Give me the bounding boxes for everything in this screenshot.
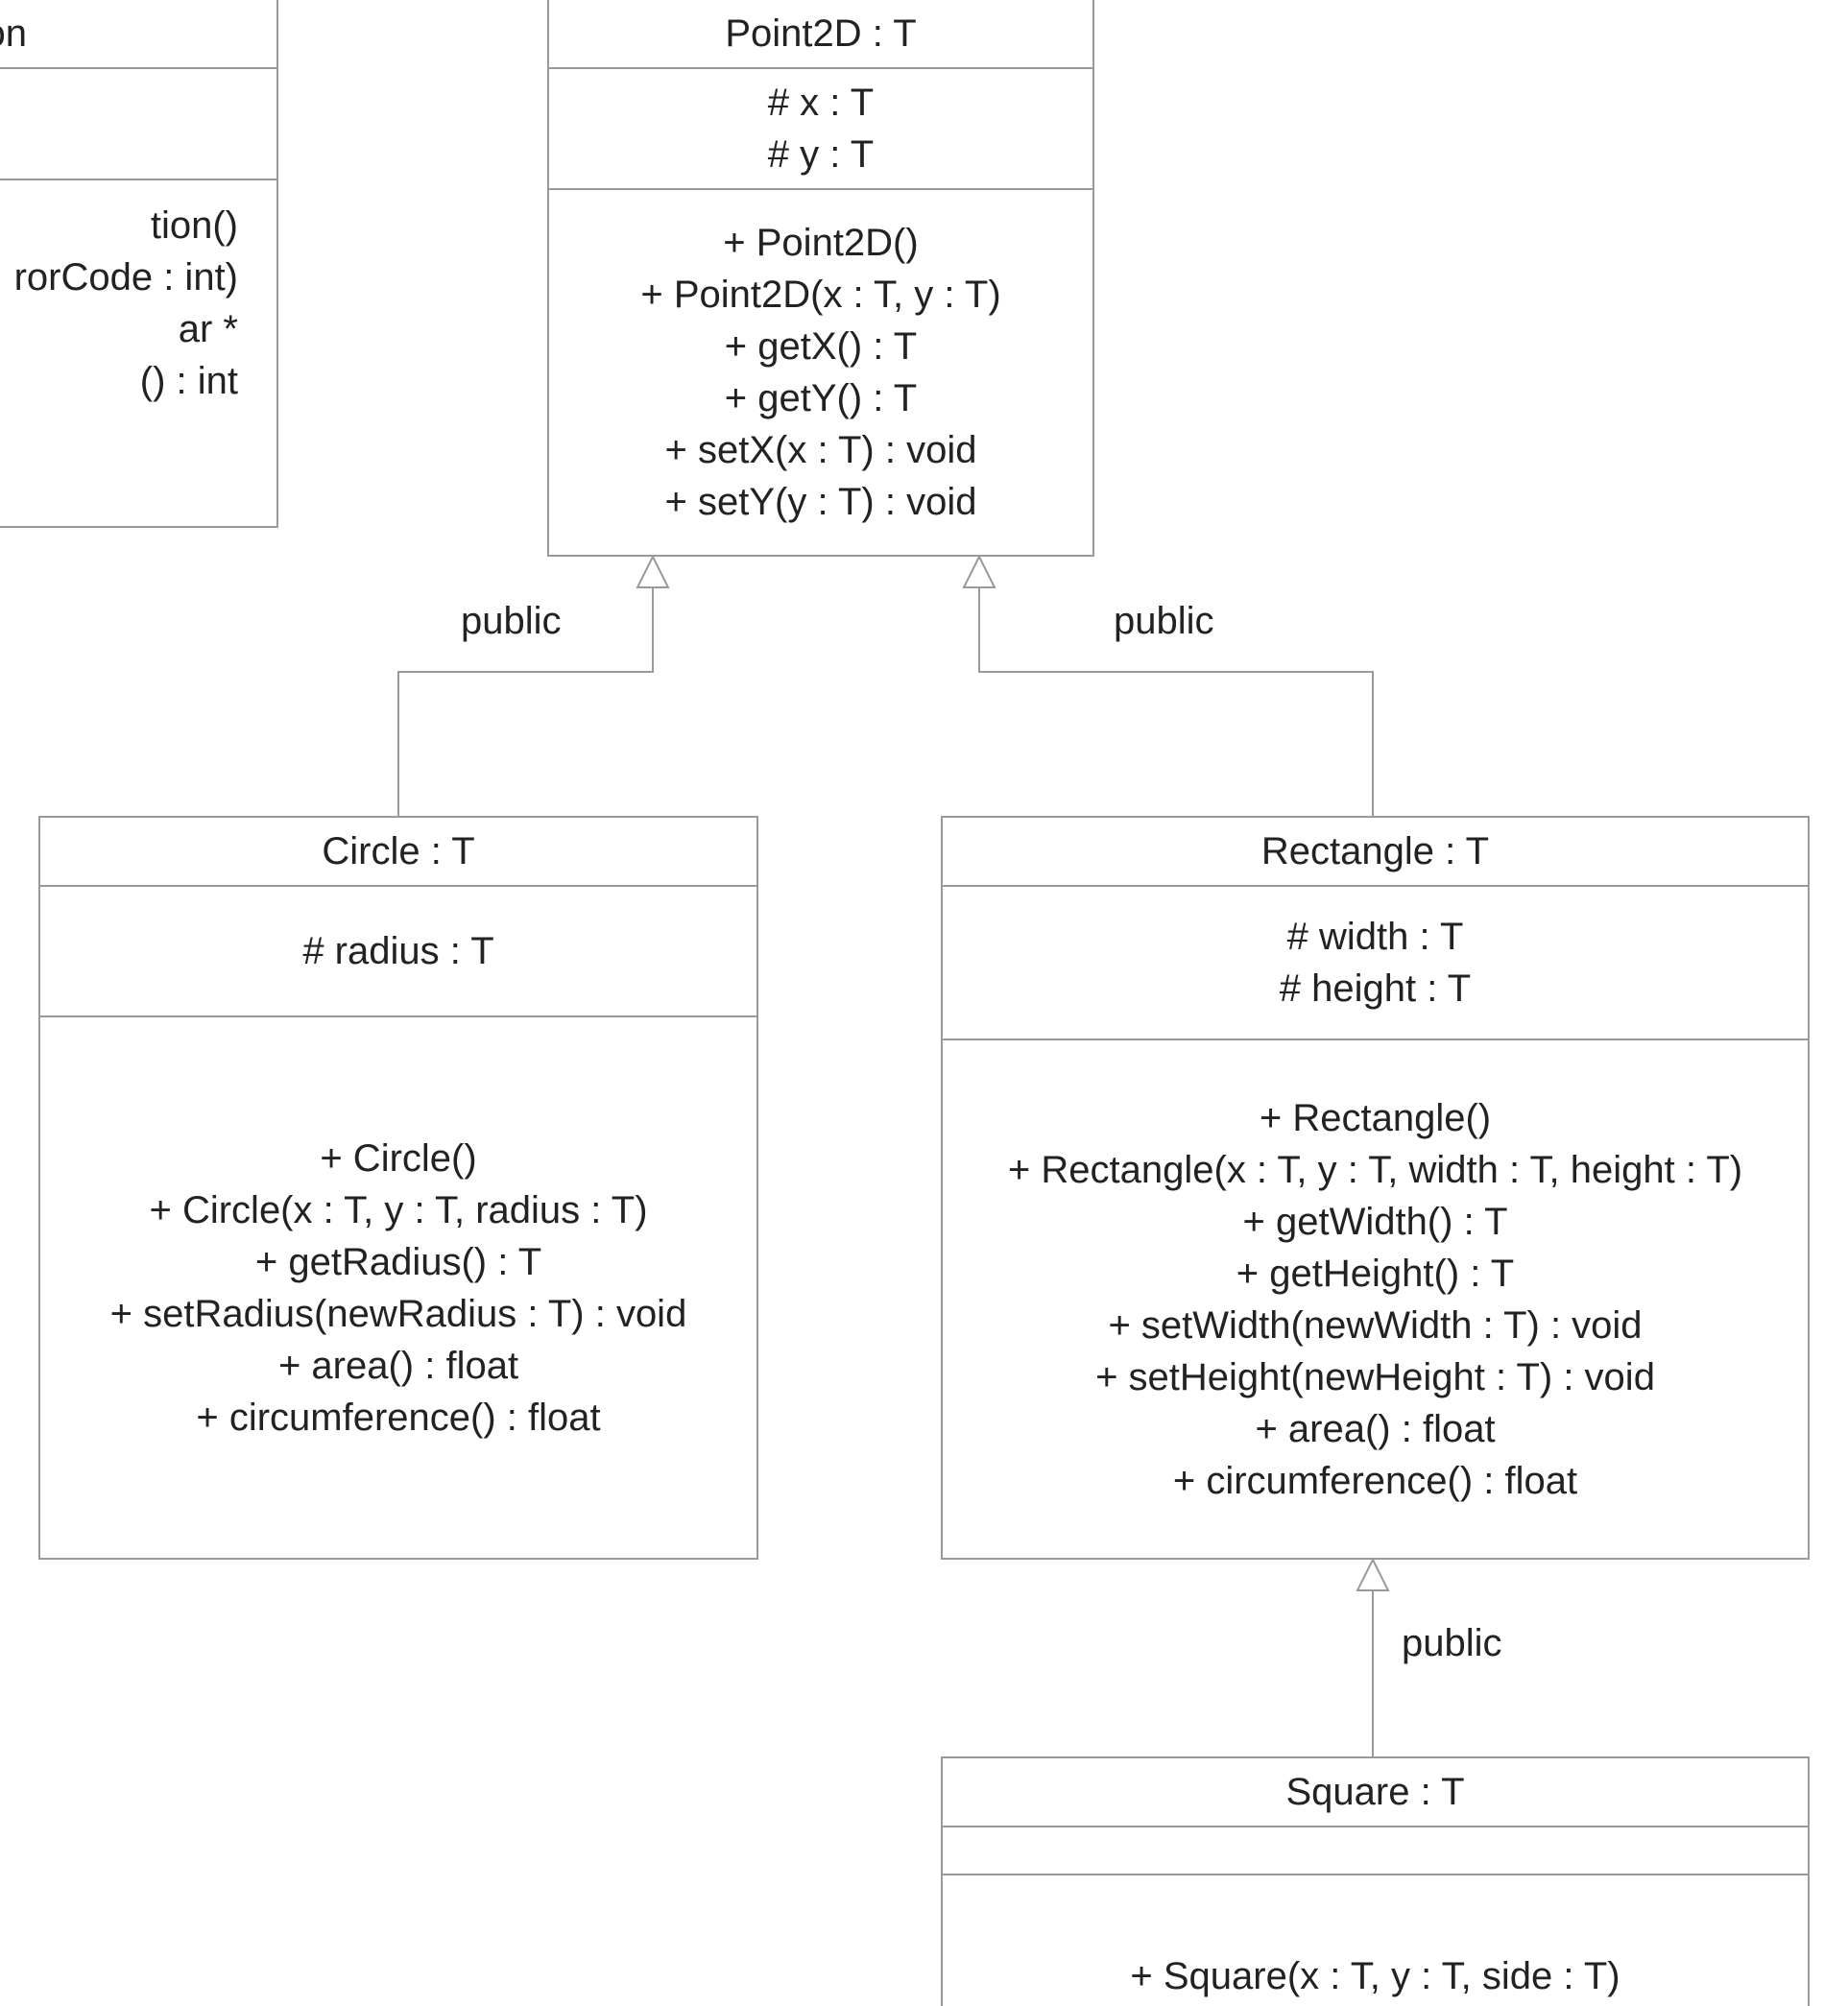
method-text: + Point2D() <box>561 217 1081 269</box>
method-text: + setY(y : T) : void <box>561 476 1081 528</box>
method-text: + circumference() : float <box>52 1392 745 1444</box>
method-text: + getHeight() : T <box>954 1248 1796 1300</box>
method-text: + circumference() : float <box>954 1455 1796 1507</box>
method-text: + getWidth() : T <box>954 1196 1796 1248</box>
class-square-methods: + Square(x : T, y : T, side : T) <box>943 1874 1808 2006</box>
method-text: + Point2D(x : T, y : T) <box>561 269 1081 321</box>
method-text: + getX() : T <box>561 321 1081 372</box>
class-square: Square : T + Square(x : T, y : T, side :… <box>941 1756 1810 2006</box>
method-text: rorCode : int) <box>0 251 238 303</box>
class-exception-methods: tion() rorCode : int) ar * () : int <box>0 179 276 526</box>
arrowhead-circle-point2d <box>637 557 668 587</box>
attr-text: # y : T <box>561 129 1081 180</box>
class-circle-name: Circle : T <box>40 818 756 885</box>
attr-text: # height : T <box>954 963 1796 1015</box>
class-square-name: Square : T <box>943 1758 1808 1826</box>
method-text: + setX(x : T) : void <box>561 424 1081 476</box>
class-point2d-attrs: # x : T # y : T <box>549 67 1092 188</box>
class-point2d: Point2D : T # x : T # y : T + Point2D() … <box>547 0 1094 557</box>
method-text: + setWidth(newWidth : T) : void <box>954 1300 1796 1351</box>
class-rectangle-methods: + Rectangle() + Rectangle(x : T, y : T, … <box>943 1039 1808 1558</box>
edge-label-square-rectangle: public <box>1402 1622 1502 1665</box>
method-text: + area() : float <box>52 1340 745 1392</box>
method-text: + setHeight(newHeight : T) : void <box>954 1351 1796 1403</box>
method-text: + Circle() <box>52 1133 745 1184</box>
edge-label-rectangle-point2d: public <box>1114 600 1214 643</box>
class-rectangle: Rectangle : T # width : T # height : T +… <box>941 816 1810 1560</box>
attr-text: # width : T <box>954 911 1796 963</box>
class-name-text: tion <box>0 8 27 60</box>
method-text: + Square(x : T, y : T, side : T) <box>954 1950 1796 2002</box>
class-rectangle-attrs: # width : T # height : T <box>943 885 1808 1039</box>
attr-text: # x : T <box>561 77 1081 129</box>
class-exception-attrs: int <box>0 67 276 179</box>
class-exception: tion int tion() rorCode : int) ar * () :… <box>0 0 278 528</box>
class-circle-attrs: # radius : T <box>40 885 756 1015</box>
method-text: + Rectangle() <box>954 1092 1796 1144</box>
class-square-attrs <box>943 1826 1808 1874</box>
method-text: + setRadius(newRadius : T) : void <box>52 1288 745 1340</box>
class-name-text: Circle : T <box>52 825 745 877</box>
method-text: + area() : float <box>954 1403 1796 1455</box>
method-text: + Rectangle(x : T, y : T, width : T, hei… <box>954 1144 1796 1196</box>
attr-text: # radius : T <box>52 925 745 977</box>
method-text: + getRadius() : T <box>52 1236 745 1288</box>
method-text: () : int <box>0 355 238 407</box>
method-text: + Circle(x : T, y : T, radius : T) <box>52 1184 745 1236</box>
method-text: tion() <box>0 200 238 251</box>
class-point2d-name: Point2D : T <box>549 0 1092 67</box>
class-circle-methods: + Circle() + Circle(x : T, y : T, radius… <box>40 1015 756 1558</box>
class-name-text: Point2D : T <box>561 8 1081 60</box>
class-rectangle-name: Rectangle : T <box>943 818 1808 885</box>
method-text: + getY() : T <box>561 372 1081 424</box>
class-name-text: Rectangle : T <box>954 825 1796 877</box>
edge-label-circle-point2d: public <box>461 600 562 643</box>
class-point2d-methods: + Point2D() + Point2D(x : T, y : T) + ge… <box>549 188 1092 555</box>
method-text: ar * <box>0 303 238 355</box>
class-name-text: Square : T <box>954 1766 1796 1818</box>
class-exception-name: tion <box>0 0 276 67</box>
uml-canvas: public public public tion int tion() ror… <box>0 0 1848 1964</box>
arrowhead-rectangle-point2d <box>964 557 995 587</box>
arrowhead-square-rectangle <box>1357 1560 1388 1590</box>
class-circle: Circle : T # radius : T + Circle() + Cir… <box>38 816 758 1560</box>
